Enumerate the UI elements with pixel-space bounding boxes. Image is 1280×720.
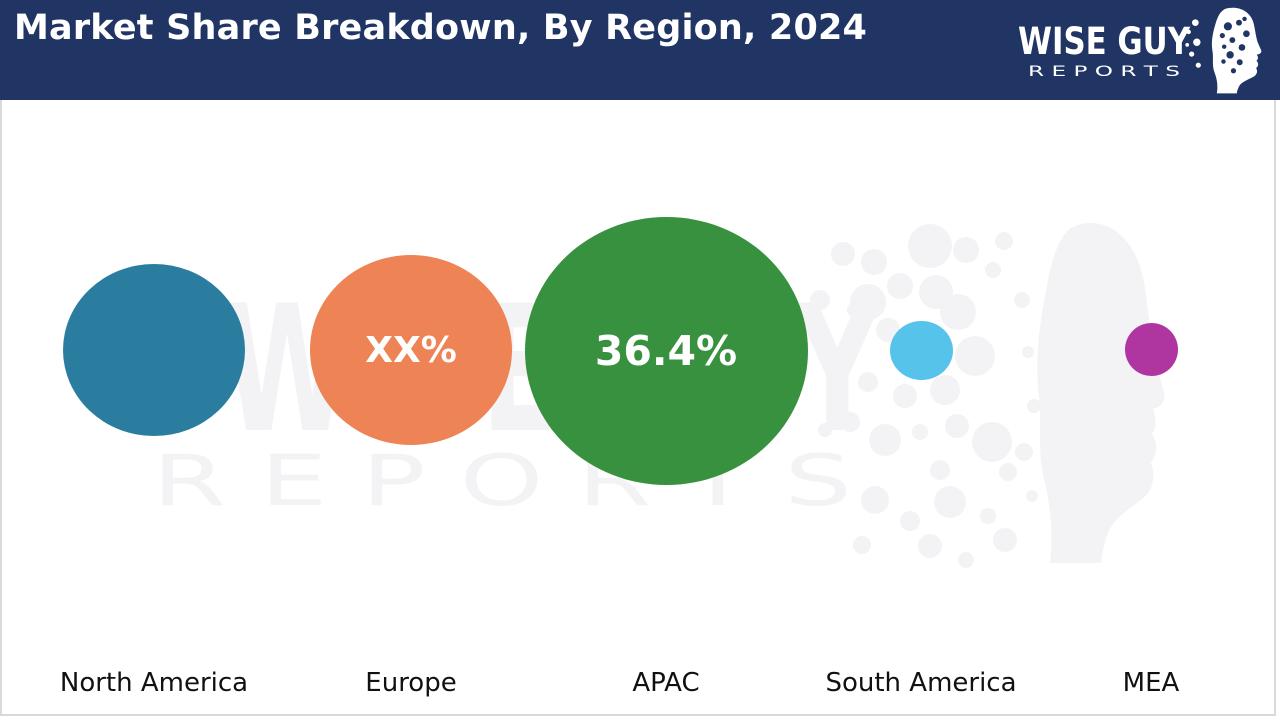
category-label-south-america: South America [825, 668, 1017, 698]
bubble-value-label: XX% [365, 329, 457, 371]
bubble-mea [1124, 322, 1178, 376]
logo-reports-text: R E P O R T S [1028, 64, 1180, 80]
category-label-north-america: North America [59, 668, 249, 698]
logo-head-icon [1185, 7, 1262, 94]
category-label-apac: APAC [632, 668, 700, 698]
logo-wiseguy-text: WISE GUY [1018, 20, 1191, 63]
page-title: Market Share Breakdown, By Region, 2024 [14, 8, 868, 48]
category-label-mea: MEA [1122, 668, 1180, 698]
bubble-south-america [889, 320, 953, 380]
wise-guy-reports-logo: WISE GUY R E P O R T S [1018, 7, 1262, 94]
bubble-europe: XX% [310, 255, 512, 445]
bubble-value-label: 36.4% [594, 327, 738, 375]
bubble-apac: 36.4% [524, 217, 808, 485]
header-bar: Market Share Breakdown, By Region, 2024 … [0, 0, 1280, 100]
category-label-europe: Europe [365, 668, 457, 698]
bubble-north-america [63, 264, 245, 436]
